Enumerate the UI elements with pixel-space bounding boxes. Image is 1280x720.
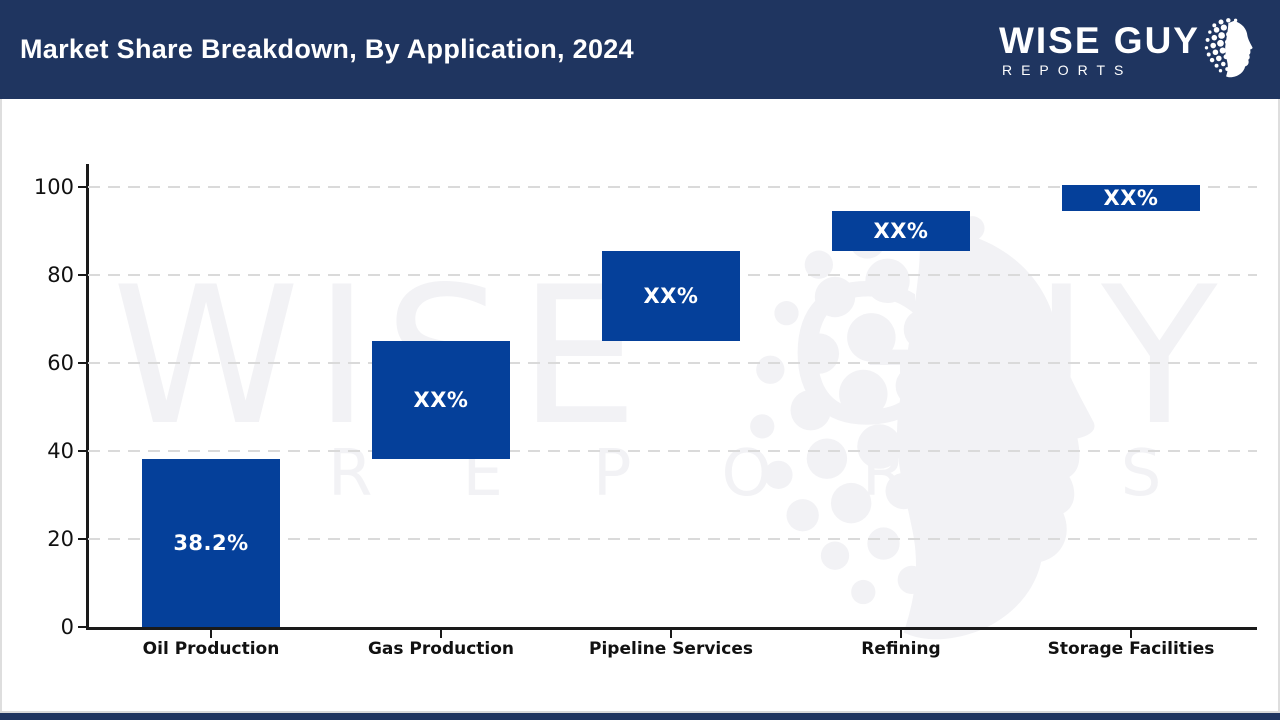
- category-label-refining: Refining: [861, 639, 941, 659]
- bar-pipeline-services: XX%: [602, 251, 740, 341]
- y-tick-label-20: 20: [47, 527, 74, 551]
- y-tick-mark-40: [78, 450, 87, 452]
- head-silhouette-icon: [1202, 9, 1258, 91]
- page-border-right: [1278, 99, 1280, 720]
- bar-value-label: XX%: [1103, 185, 1159, 210]
- category-label-pipeline-services: Pipeline Services: [589, 639, 753, 659]
- gridline-60: [88, 362, 1257, 364]
- category-label-oil-production: Oil Production: [142, 639, 280, 659]
- logo-wordmark: WISE GUY: [998, 20, 1200, 61]
- page-border-left: [0, 99, 2, 720]
- footer-hairline: [0, 711, 1280, 713]
- category-label-storage-facilities: Storage Facilities: [1047, 639, 1215, 659]
- bar-value-label: XX%: [873, 219, 929, 244]
- y-tick-mark-60: [78, 362, 87, 364]
- bar-value-label: XX%: [413, 387, 469, 412]
- bar-gas-production: XX%: [372, 340, 510, 459]
- x-tick-mark-storage-facilities: [1130, 630, 1132, 638]
- y-tick-mark-100: [78, 186, 87, 188]
- y-tick-mark-20: [78, 538, 87, 540]
- page-title: Market Share Breakdown, By Application, …: [20, 34, 634, 64]
- footer-bar: [0, 713, 1280, 720]
- header-bar: Market Share Breakdown, By Application, …: [0, 0, 1280, 99]
- category-label-gas-production: Gas Production: [367, 639, 515, 659]
- bar-storage-facilities: XX%: [1062, 184, 1200, 212]
- x-tick-mark-refining: [900, 630, 902, 638]
- y-tick-mark-0: [78, 626, 87, 628]
- x-tick-mark-gas-production: [440, 630, 442, 638]
- y-tick-mark-80: [78, 274, 87, 276]
- bar-refining: XX%: [832, 211, 970, 252]
- bar-value-label: XX%: [643, 283, 699, 308]
- y-tick-label-0: 0: [60, 615, 74, 639]
- gridline-20: [88, 538, 1257, 540]
- x-tick-mark-pipeline-services: [670, 630, 672, 638]
- wise-guy-logo: WISE GUY REPORTS: [999, 9, 1258, 91]
- y-tick-label-40: 40: [47, 439, 74, 463]
- x-axis-line: [86, 627, 1257, 630]
- y-tick-label-60: 60: [47, 351, 74, 375]
- y-axis-line: [86, 164, 89, 630]
- gridline-40: [88, 450, 1257, 452]
- x-tick-mark-oil-production: [210, 630, 212, 638]
- y-tick-label-100: 100: [33, 175, 74, 199]
- bar-value-label: 38.2%: [173, 530, 249, 555]
- gridline-100: [88, 186, 1257, 188]
- logo-subtext: REPORTS: [1001, 62, 1133, 78]
- bar-oil-production: 38.2%: [142, 458, 280, 627]
- y-tick-label-80: 80: [47, 263, 74, 287]
